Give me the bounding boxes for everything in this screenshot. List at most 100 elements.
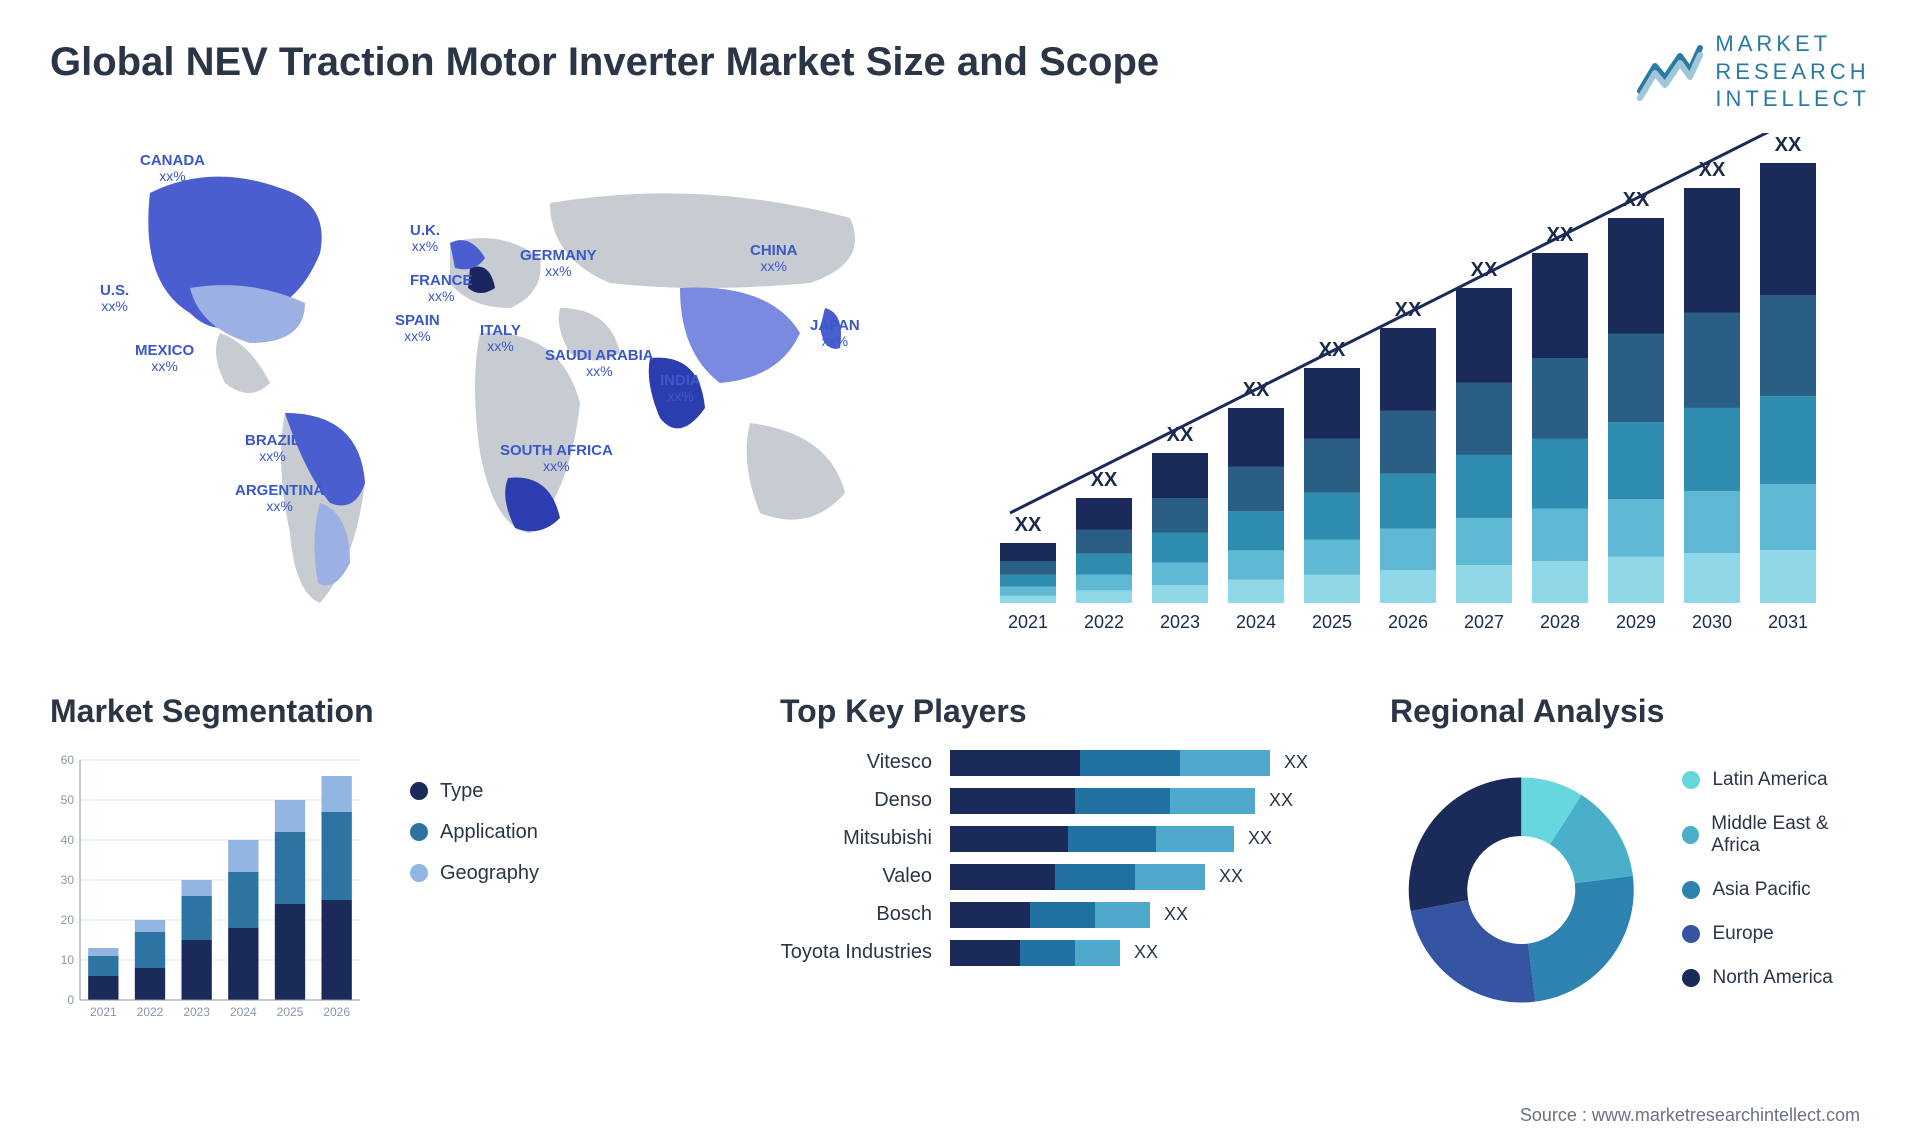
svg-text:30: 30: [61, 873, 75, 887]
player-bar-segment: [1055, 864, 1135, 890]
player-value: XX: [1219, 866, 1243, 887]
player-bar: [950, 750, 1270, 776]
player-bar: [950, 940, 1120, 966]
svg-text:2030: 2030: [1692, 612, 1732, 632]
legend-swatch: [1682, 881, 1700, 899]
svg-text:0: 0: [67, 993, 74, 1007]
legend-label: Asia Pacific: [1712, 879, 1810, 901]
segmentation-panel: Market Segmentation 01020304050602021202…: [50, 693, 750, 1030]
svg-text:2023: 2023: [1160, 612, 1200, 632]
svg-text:2021: 2021: [90, 1005, 117, 1019]
player-bar: [950, 902, 1150, 928]
player-row: Valeo XX: [780, 864, 1360, 890]
regional-legend-item: Middle East & Africa: [1682, 813, 1870, 857]
segmentation-legend-item: Type: [410, 780, 539, 803]
svg-text:2024: 2024: [230, 1005, 257, 1019]
map-label: SOUTH AFRICAxx%: [500, 443, 613, 475]
header: Global NEV Traction Motor Inverter Marke…: [50, 30, 1870, 113]
svg-text:2022: 2022: [1084, 612, 1124, 632]
svg-text:2027: 2027: [1464, 612, 1504, 632]
map-label: ITALYxx%: [480, 323, 521, 355]
player-bar-segment: [1135, 864, 1205, 890]
player-bar-segment: [1068, 826, 1156, 852]
player-bar-segment: [1020, 940, 1075, 966]
regional-donut-chart: [1390, 750, 1652, 1030]
player-bar-segment: [950, 864, 1055, 890]
svg-text:40: 40: [61, 833, 75, 847]
player-value: XX: [1248, 828, 1272, 849]
player-bar-segment: [1075, 940, 1120, 966]
player-bar-segment: [1080, 750, 1180, 776]
player-bar: [950, 864, 1205, 890]
svg-text:2021: 2021: [1008, 612, 1048, 632]
player-bar-segment: [950, 788, 1075, 814]
svg-text:XX: XX: [1775, 134, 1802, 156]
player-bar-segment: [950, 940, 1020, 966]
page-title: Global NEV Traction Motor Inverter Marke…: [50, 40, 1159, 85]
growth-stacked-bar-chart: XX2021XX2022XX2023XX2024XX2025XX2026XX20…: [970, 133, 1870, 653]
svg-text:XX: XX: [1699, 159, 1726, 181]
svg-text:XX: XX: [1015, 514, 1042, 536]
key-players-title: Top Key Players: [780, 693, 1360, 730]
map-label: ARGENTINAxx%: [235, 483, 324, 515]
player-value: XX: [1269, 790, 1293, 811]
svg-text:2023: 2023: [183, 1005, 210, 1019]
map-label: GERMANYxx%: [520, 248, 597, 280]
key-players-rows: VitescoXXDensoXXMitsubishiXXValeoXXBosch…: [780, 750, 1360, 966]
svg-text:2026: 2026: [1388, 612, 1428, 632]
segmentation-title: Market Segmentation: [50, 693, 750, 730]
legend-swatch: [410, 864, 428, 882]
key-players-panel: Top Key Players Vitesco XX Denso XX Mitsubis…: [780, 693, 1360, 1030]
map-label: SPAINxx%: [395, 313, 440, 345]
player-name: Bosch: [780, 903, 950, 926]
player-name: Valeo: [780, 865, 950, 888]
regional-title: Regional Analysis: [1390, 693, 1870, 730]
legend-label: Geography: [440, 862, 539, 885]
regional-legend-item: Europe: [1682, 923, 1870, 945]
segmentation-legend-item: Application: [410, 821, 539, 844]
top-row: CANADAxx%U.S.xx%MEXICOxx%BRAZILxx%ARGENT…: [50, 133, 1870, 653]
world-map: [50, 133, 930, 653]
bottom-row: Market Segmentation 01020304050602021202…: [50, 693, 1870, 1030]
regional-panel: Regional Analysis Latin America Middle Ea…: [1390, 693, 1870, 1030]
player-row: Toyota IndustriesXX: [780, 940, 1360, 966]
player-row: Denso XX: [780, 788, 1360, 814]
map-label: CHINAxx%: [750, 243, 798, 275]
player-name: Denso: [780, 789, 950, 812]
svg-text:2031: 2031: [1768, 612, 1808, 632]
map-label: U.K.xx%: [410, 223, 440, 255]
regional-legend: Latin America Middle East & Africa Asia Pa…: [1682, 769, 1870, 1011]
player-bar-segment: [950, 750, 1080, 776]
legend-label: Europe: [1712, 923, 1773, 945]
segmentation-legend-item: Geography: [410, 862, 539, 885]
svg-text:2025: 2025: [1312, 612, 1352, 632]
regional-legend-item: Latin America: [1682, 769, 1870, 791]
player-name: Mitsubishi: [780, 827, 950, 850]
player-bar-segment: [1075, 788, 1170, 814]
player-bar-segment: [950, 902, 1030, 928]
regional-legend-item: North America: [1682, 967, 1870, 989]
legend-swatch: [1682, 969, 1700, 987]
svg-text:20: 20: [61, 913, 75, 927]
svg-text:2029: 2029: [1616, 612, 1656, 632]
player-bar-segment: [1095, 902, 1150, 928]
logo-text: MARKET RESEARCH INTELLECT: [1715, 30, 1870, 113]
logo-icon: [1635, 36, 1705, 106]
player-bar-segment: [1030, 902, 1095, 928]
player-name: Vitesco: [780, 751, 950, 774]
player-value: XX: [1164, 904, 1188, 925]
legend-swatch: [1682, 826, 1699, 844]
growth-chart-panel: XX2021XX2022XX2023XX2024XX2025XX2026XX20…: [970, 133, 1870, 653]
player-name: Toyota Industries: [780, 941, 950, 964]
source-text: Source : www.marketresearchintellect.com: [1520, 1105, 1860, 1126]
legend-swatch: [1682, 925, 1700, 943]
player-value: XX: [1284, 752, 1308, 773]
legend-label: Application: [440, 821, 538, 844]
svg-text:60: 60: [61, 753, 75, 767]
legend-swatch: [1682, 771, 1700, 789]
svg-text:50: 50: [61, 793, 75, 807]
world-map-panel: CANADAxx%U.S.xx%MEXICOxx%BRAZILxx%ARGENT…: [50, 133, 930, 653]
player-row: Vitesco XX: [780, 750, 1360, 776]
player-bar-segment: [1170, 788, 1255, 814]
player-row: Bosch XX: [780, 902, 1360, 928]
